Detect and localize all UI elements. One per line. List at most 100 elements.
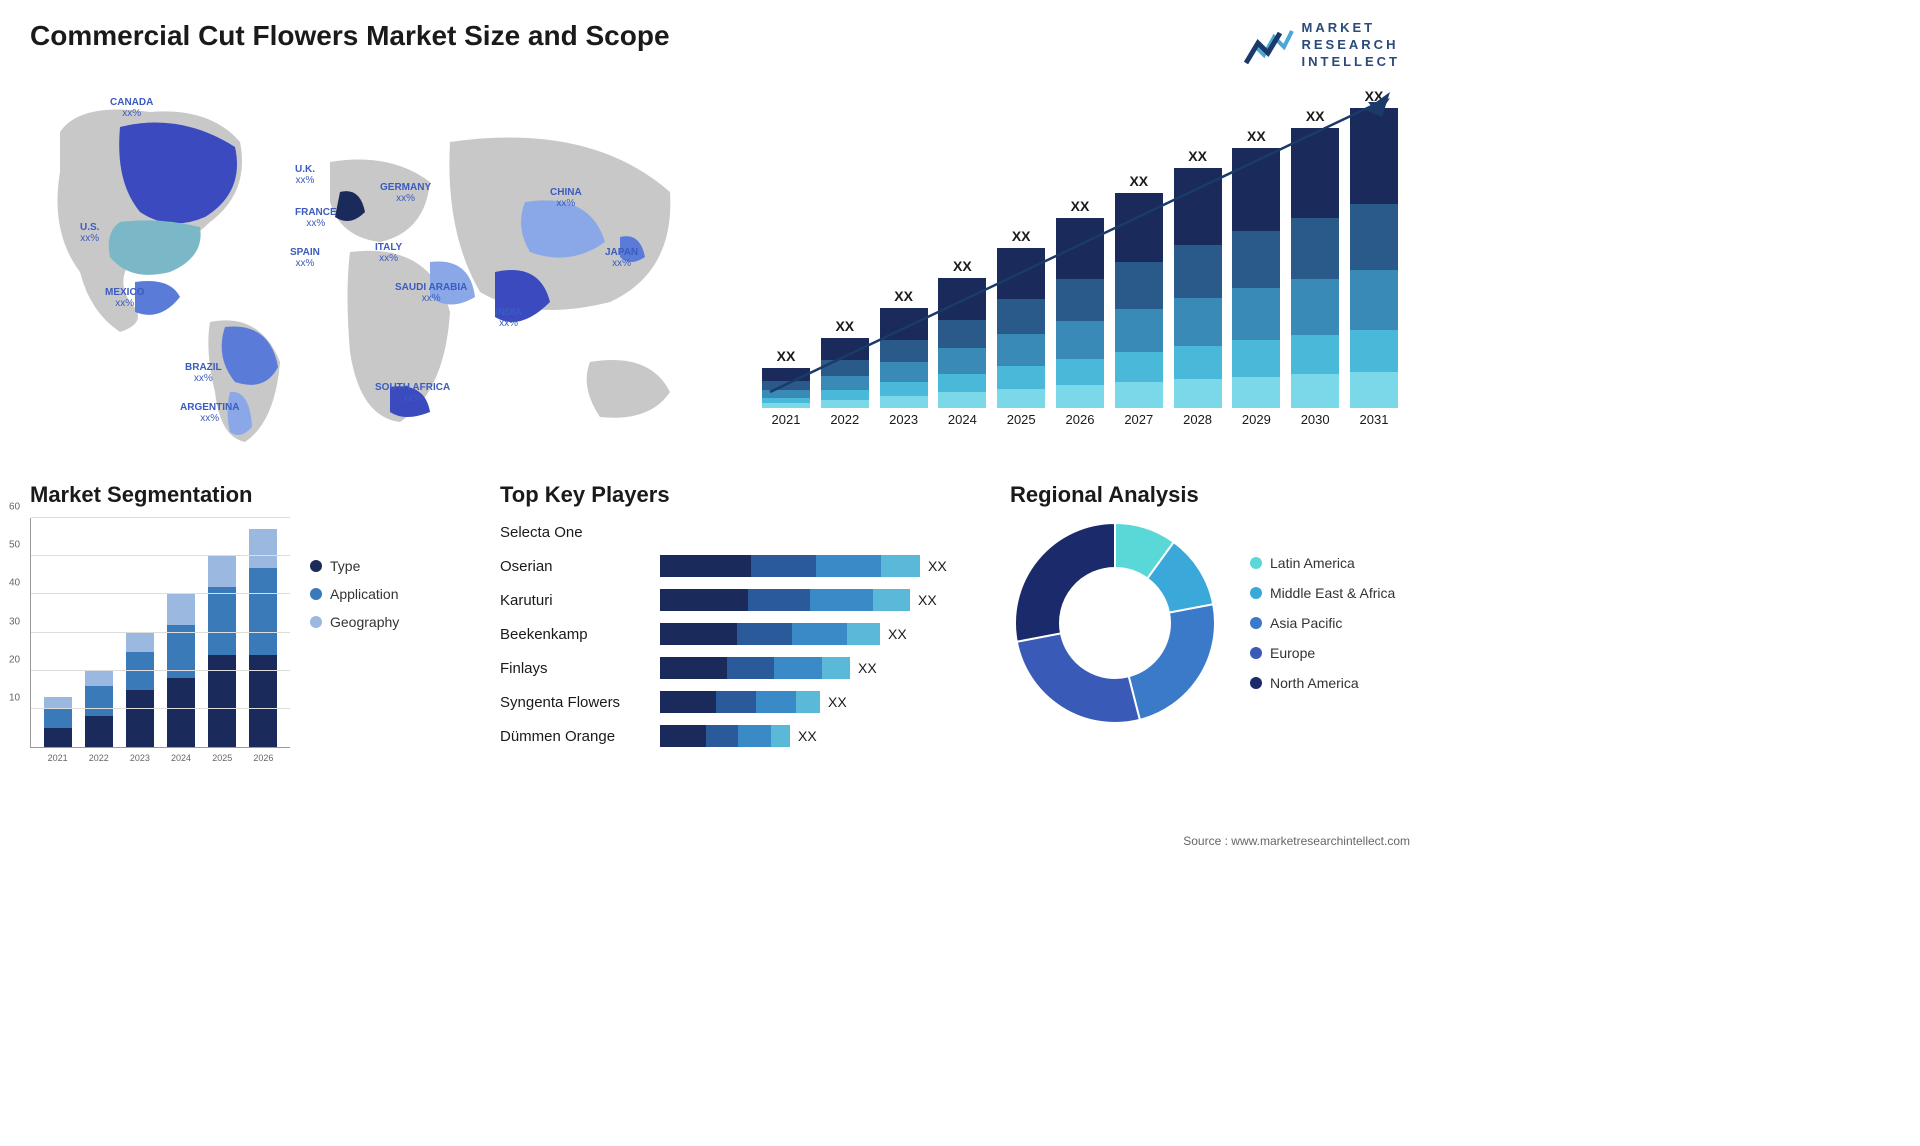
key-players-title: Top Key Players — [500, 482, 980, 508]
growth-bar-2030: XX 2030 — [1289, 108, 1341, 427]
growth-bar-chart: XX2021XX2022XX2023XX2024XX2025XX2026XX20… — [750, 72, 1410, 452]
player-row: FinlaysXX — [500, 654, 980, 682]
player-name: Beekenkamp — [500, 626, 660, 643]
logo-line1: MARKET — [1302, 20, 1401, 37]
key-players-section: Top Key Players Selecta One OserianXX Karu… — [500, 482, 980, 756]
growth-bar-year: 2028 — [1183, 412, 1212, 427]
logo-line3: INTELLECT — [1302, 54, 1401, 71]
regional-legend-item: Middle East & Africa — [1250, 585, 1395, 601]
seg-xlabel: 2024 — [171, 753, 191, 763]
player-row: Selecta One — [500, 518, 980, 546]
logo-line2: RESEARCH — [1302, 37, 1401, 54]
player-bar — [660, 623, 880, 645]
seg-xlabel: 2021 — [48, 753, 68, 763]
world-map: CANADAxx%U.S.xx%MEXICOxx%BRAZILxx%ARGENT… — [30, 72, 710, 452]
regional-legend-item: Europe — [1250, 645, 1395, 661]
player-name: Syngenta Flowers — [500, 694, 660, 711]
seg-xlabel: 2026 — [253, 753, 273, 763]
map-label-saudiarabia: SAUDI ARABIAxx% — [395, 282, 467, 304]
regional-legend: Latin AmericaMiddle East & AfricaAsia Pa… — [1250, 555, 1395, 691]
seg-bar-2021: 2021 — [44, 697, 72, 747]
player-bar — [660, 691, 820, 713]
map-label-mexico: MEXICOxx% — [105, 287, 144, 309]
player-bar — [660, 555, 920, 577]
map-us — [109, 220, 201, 275]
regional-title: Regional Analysis — [1010, 482, 1410, 508]
growth-bar-year: 2026 — [1066, 412, 1095, 427]
seg-ytick: 40 — [9, 578, 20, 589]
segmentation-title: Market Segmentation — [30, 482, 470, 508]
growth-bar-value: XX — [1012, 228, 1031, 244]
source-text: Source : www.marketresearchintellect.com — [1183, 834, 1410, 848]
player-row: Syngenta FlowersXX — [500, 688, 980, 716]
segmentation-chart: 202120222023202420252026 102030405060 — [30, 518, 290, 748]
logo-icon — [1244, 25, 1294, 65]
seg-xlabel: 2022 — [89, 753, 109, 763]
regional-donut — [1010, 518, 1220, 728]
seg-bar-2024: 2024 — [167, 594, 195, 747]
page-title: Commercial Cut Flowers Market Size and S… — [30, 20, 1410, 52]
growth-bar-value: XX — [953, 258, 972, 274]
seg-legend-item: Application — [310, 586, 399, 602]
player-bar — [660, 589, 910, 611]
growth-bar-value: XX — [1306, 108, 1325, 124]
growth-bar-year: 2030 — [1301, 412, 1330, 427]
growth-bar-year: 2021 — [772, 412, 801, 427]
brand-logo: MARKET RESEARCH INTELLECT — [1244, 20, 1401, 71]
growth-bar-value: XX — [835, 318, 854, 334]
legend-dot — [310, 616, 322, 628]
player-name: Selecta One — [500, 524, 660, 541]
player-bar — [660, 657, 850, 679]
map-label-china: CHINAxx% — [550, 187, 582, 209]
player-row: Beekenkamp XX — [500, 620, 980, 648]
growth-bar-2022: XX2022 — [819, 318, 871, 427]
seg-bar-2026: 2026 — [249, 529, 277, 747]
growth-bar-2023: XX2023 — [878, 288, 930, 427]
player-name: Karuturi — [500, 592, 660, 609]
growth-bar-year: 2027 — [1124, 412, 1153, 427]
map-label-us: U.S.xx% — [80, 222, 99, 244]
growth-bar-year: 2029 — [1242, 412, 1271, 427]
regional-legend-item: Latin America — [1250, 555, 1395, 571]
growth-bar-2021: XX 2021 — [760, 348, 812, 427]
player-value: XX — [928, 558, 947, 574]
growth-bar-value: XX — [1365, 88, 1384, 104]
player-value: XX — [858, 660, 877, 676]
seg-legend-item: Type — [310, 558, 399, 574]
legend-dot — [1250, 677, 1262, 689]
growth-bar-year: 2031 — [1360, 412, 1389, 427]
seg-bar-2023: 2023 — [126, 633, 154, 748]
player-value: XX — [798, 728, 817, 744]
seg-bar-2025: 2025 — [208, 556, 236, 747]
regional-legend-item: North America — [1250, 675, 1395, 691]
seg-ytick: 20 — [9, 654, 20, 665]
player-value: XX — [888, 626, 907, 642]
player-bar — [660, 725, 790, 747]
player-row: OserianXX — [500, 552, 980, 580]
donut-seg-asia-pacific — [1129, 604, 1215, 720]
growth-bar-2025: XX2025 — [995, 228, 1047, 427]
map-label-canada: CANADAxx% — [110, 97, 153, 119]
seg-xlabel: 2025 — [212, 753, 232, 763]
seg-ytick: 60 — [9, 502, 20, 513]
growth-bar-2028: XX 2028 — [1172, 148, 1224, 427]
growth-bar-2027: XX2027 — [1113, 173, 1165, 427]
growth-bar-2024: XX2024 — [936, 258, 988, 427]
growth-bar-2031: XX 2031 — [1348, 88, 1400, 427]
seg-ytick: 50 — [9, 540, 20, 551]
legend-label: Middle East & Africa — [1270, 585, 1395, 601]
player-name: Dümmen Orange — [500, 728, 660, 745]
growth-bar-year: 2023 — [889, 412, 918, 427]
legend-dot — [1250, 587, 1262, 599]
legend-dot — [310, 588, 322, 600]
donut-seg-north-america — [1015, 523, 1115, 642]
growth-bar-value: XX — [1188, 148, 1207, 164]
segmentation-legend: Type Application Geography — [310, 518, 399, 748]
map-label-uk: U.K.xx% — [295, 164, 315, 186]
regional-section: Regional Analysis Latin America Middle Ea… — [1010, 482, 1410, 756]
player-value: XX — [918, 592, 937, 608]
seg-xlabel: 2023 — [130, 753, 150, 763]
seg-legend-item: Geography — [310, 614, 399, 630]
player-row: Karuturi XX — [500, 586, 980, 614]
growth-bar-value: XX — [777, 348, 796, 364]
